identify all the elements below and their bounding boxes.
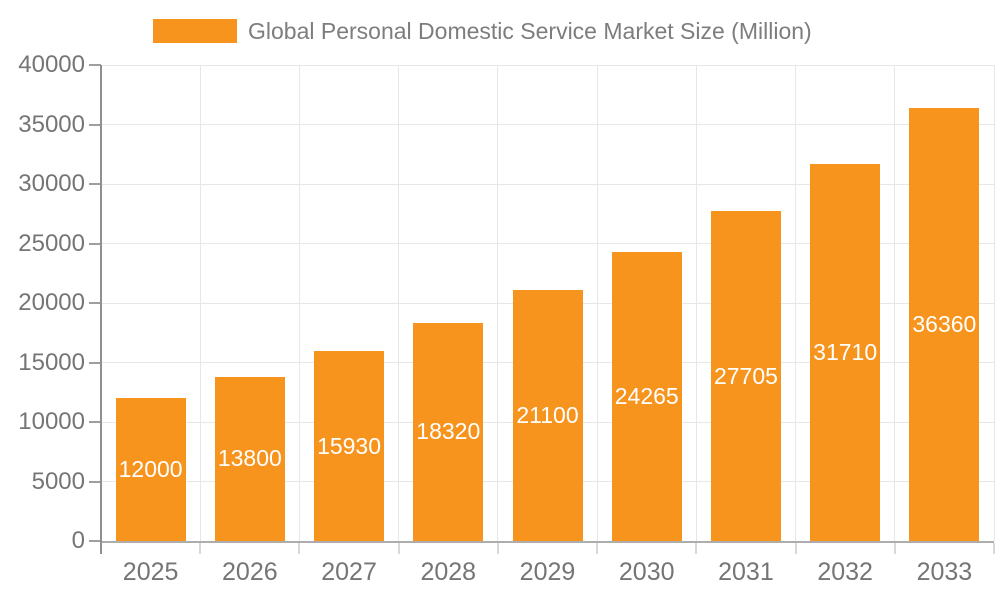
- h-gridline: [101, 124, 994, 125]
- h-gridline: [101, 243, 994, 244]
- x-axis-label: 2026: [222, 558, 278, 586]
- bar-value-label: 21100: [516, 401, 579, 428]
- plot-area: 0 5000 10000 15000 20000 25000 30000 35000 40000…: [18, 52, 995, 586]
- y-tick: [89, 540, 101, 542]
- y-axis-label: 0: [71, 527, 85, 554]
- y-tick: [89, 64, 101, 66]
- bar-value-label: 13800: [217, 445, 282, 472]
- x-tick: [893, 543, 896, 554]
- bar-2026: 13800: [214, 376, 285, 541]
- v-gridline: [894, 65, 896, 541]
- x-tick: [794, 543, 797, 554]
- v-gridline: [695, 65, 697, 541]
- y-axis-label: 30000: [18, 170, 85, 197]
- v-gridline: [199, 65, 201, 541]
- h-gridline: [101, 183, 994, 185]
- y-axis-label: 10000: [18, 408, 85, 435]
- x-axis-label: 2033: [916, 558, 973, 586]
- bar-2028: 18320: [413, 322, 484, 541]
- y-tick: [89, 421, 101, 423]
- bar-2029: 21100: [512, 289, 583, 541]
- bar-2025: 12000: [115, 398, 186, 541]
- bar-value-label: 12000: [118, 456, 183, 483]
- bar-value-label: 18320: [416, 418, 481, 445]
- x-tick: [695, 543, 698, 554]
- v-gridline: [497, 65, 499, 541]
- h-gridline: [101, 64, 994, 66]
- bar-value-label: 36360: [912, 311, 977, 338]
- y-tick: [89, 123, 101, 126]
- x-axis-label: 2025: [122, 558, 179, 586]
- chart-title: Global Personal Domestic Service Market …: [248, 18, 812, 44]
- y-axis-label: 5000: [31, 467, 85, 495]
- x-axis-label: 2031: [718, 558, 774, 586]
- x-tick: [496, 543, 499, 554]
- v-gridline: [398, 65, 400, 541]
- y-tick: [89, 242, 101, 245]
- y-tick: [89, 480, 101, 483]
- v-gridline: [795, 65, 797, 541]
- x-tick: [993, 543, 995, 554]
- v-gridline: [596, 65, 598, 541]
- y-axis-label: 35000: [18, 110, 85, 138]
- v-gridline: [993, 65, 995, 541]
- x-axis-label: 2029: [519, 558, 576, 586]
- legend-swatch: [153, 19, 237, 43]
- x-tick: [199, 543, 202, 554]
- y-tick: [89, 302, 101, 304]
- y-axis-line: [100, 65, 102, 554]
- y-axis-label: 25000: [18, 229, 85, 257]
- bar-2030: 24265: [611, 252, 682, 541]
- x-axis-label: 2028: [420, 558, 477, 586]
- x-axis-line: [101, 541, 994, 543]
- bar-2031: 27705: [710, 211, 781, 541]
- bar-2032: 31710: [810, 163, 881, 541]
- bar-value-label: 31710: [813, 338, 878, 365]
- x-tick: [298, 543, 301, 554]
- y-tick: [89, 361, 101, 364]
- bar-value-label: 27705: [713, 362, 778, 389]
- x-axis-label: 2032: [817, 558, 873, 586]
- bar-2033: 36360: [909, 108, 980, 541]
- x-axis-label: 2027: [321, 558, 377, 586]
- legend: Global Personal Domestic Service Market …: [153, 18, 812, 44]
- bar-value-label: 15930: [317, 432, 382, 459]
- x-tick: [397, 543, 400, 554]
- y-axis-label: 20000: [18, 289, 85, 316]
- bar-2027: 15930: [314, 351, 385, 541]
- y-axis-label: 15000: [18, 348, 85, 376]
- x-tick: [596, 543, 599, 554]
- y-axis-label: 40000: [18, 51, 85, 78]
- y-tick: [89, 183, 101, 185]
- bar-value-label: 24265: [614, 383, 679, 410]
- x-axis-label: 2030: [618, 558, 675, 586]
- v-gridline: [298, 65, 300, 541]
